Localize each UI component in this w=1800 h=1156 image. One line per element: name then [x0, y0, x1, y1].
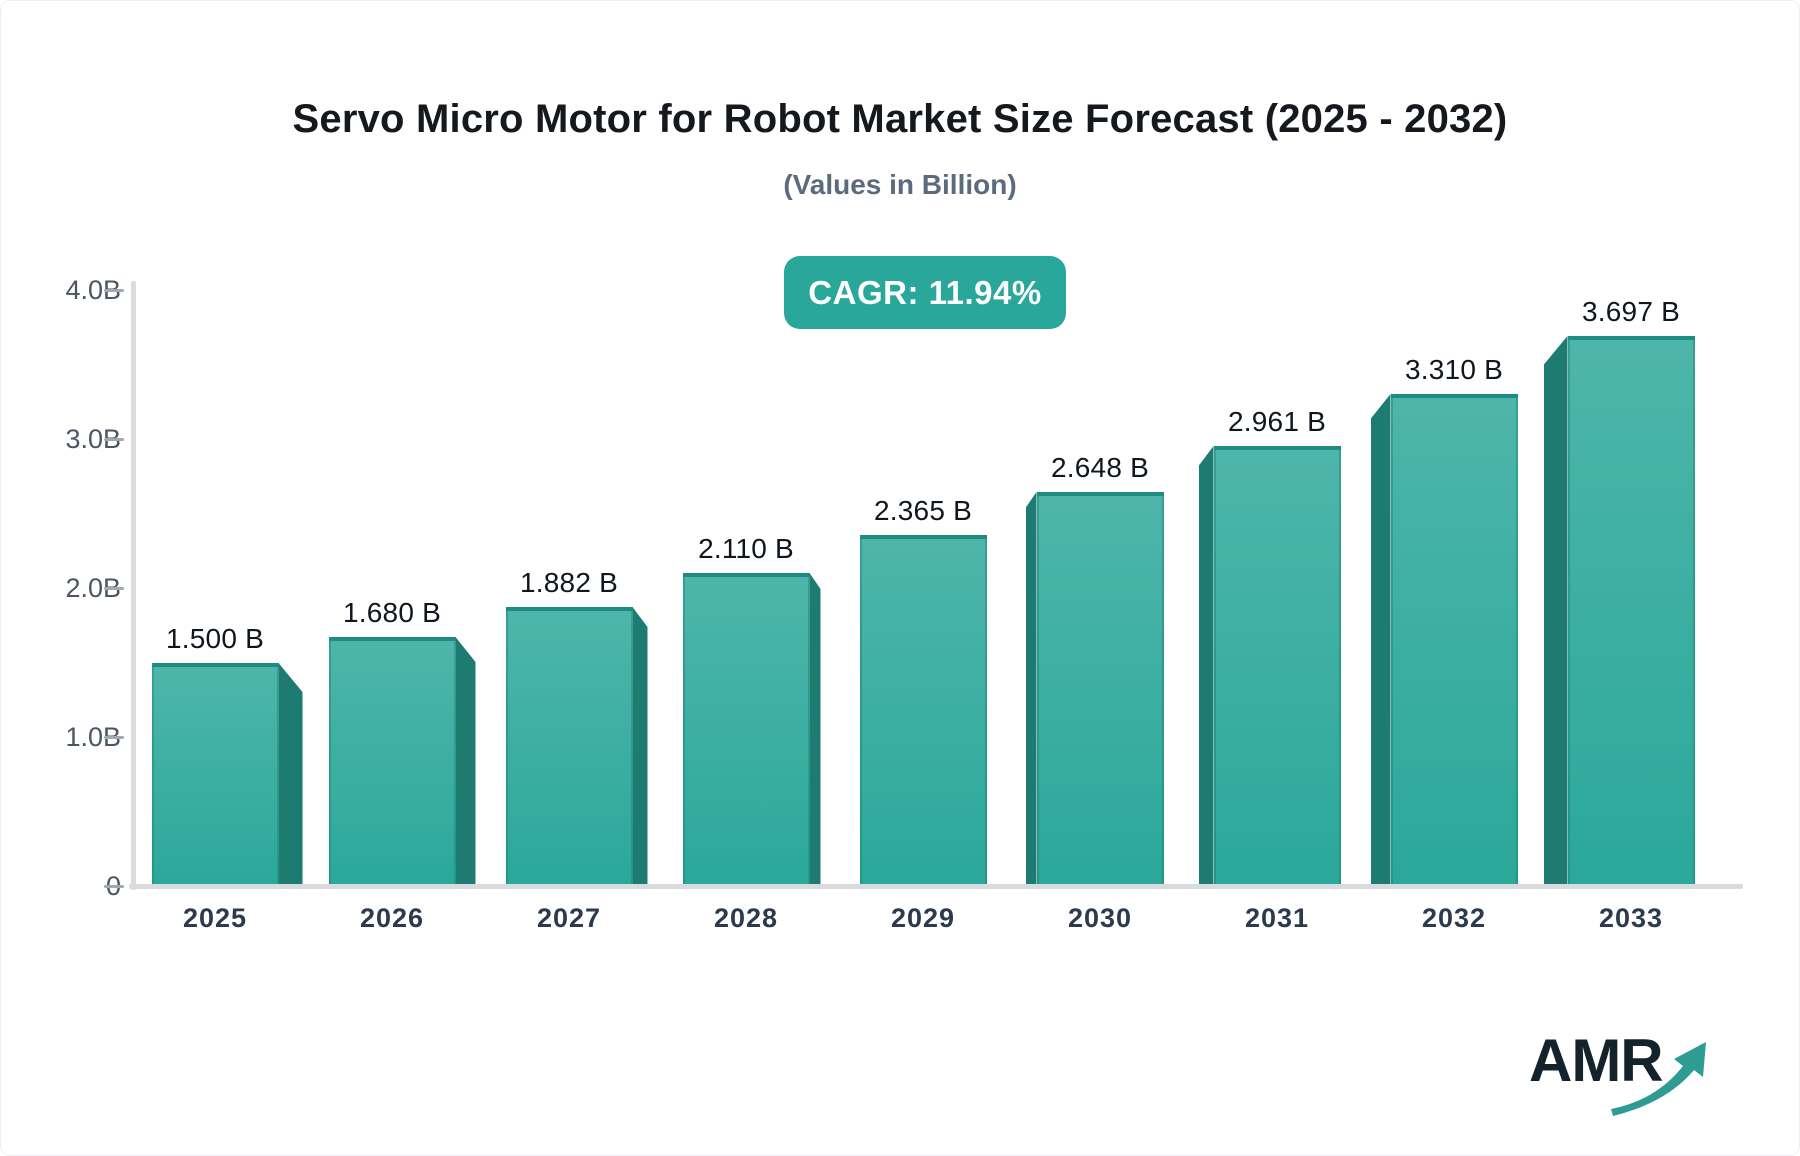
bar-value-label: 1.680 B: [343, 597, 441, 628]
bar-value-label: 3.310 B: [1405, 354, 1503, 385]
bar-2026: 1.680 B 2026: [328, 597, 476, 933]
bar-3d-side: [1025, 492, 1037, 887]
bar-2025: 1.500 B 2025: [151, 623, 303, 933]
bar-face: [682, 573, 810, 887]
x-axis-label: 2025: [182, 903, 248, 933]
cagr-badge: CAGR: 11.94%: [784, 256, 1066, 329]
bar-face: [1390, 394, 1518, 887]
y-tick-mark: [104, 736, 124, 739]
bar-face: [859, 535, 987, 887]
bar-value-label: 3.697 B: [1582, 296, 1680, 327]
x-axis-label: 2026: [359, 903, 425, 933]
growth-arrow-icon: [1611, 1042, 1706, 1116]
bar-3d-side: [632, 607, 648, 887]
bar-3d-side: [278, 663, 303, 887]
bar-2030: 2.648 B 2030: [1025, 452, 1164, 933]
bar-2029: 2.365 B 2029: [859, 495, 987, 933]
x-axis-label: 2030: [1067, 903, 1133, 933]
bar-3d-side: [809, 573, 821, 887]
bar-2032: 3.310 B 2032: [1370, 354, 1518, 933]
x-axis-label: 2029: [890, 903, 956, 933]
bar-face: [1213, 446, 1341, 887]
chart-title: Servo Micro Motor for Robot Market Size …: [292, 97, 1508, 141]
bar-2033: 3.697 B 2033: [1543, 296, 1695, 933]
bar-value-label: 2.365 B: [874, 495, 972, 526]
x-axis-label: 2027: [536, 903, 602, 933]
bar-face: [328, 637, 456, 887]
bar-2031: 2.961 B 2031: [1198, 406, 1341, 933]
amr-logo: AMR: [1529, 1031, 1729, 1121]
bar-value-label: 2.648 B: [1051, 452, 1149, 483]
x-axis-line: [129, 884, 1743, 889]
bar-2027: 1.882 B 2027: [505, 567, 648, 933]
bar-value-label: 1.882 B: [520, 567, 618, 598]
chart-subtitle: (Values in Billion): [783, 169, 1017, 200]
bar-2028: 2.110 B 2028: [682, 533, 821, 933]
bar-face: [1036, 492, 1164, 887]
bar-face: [151, 663, 279, 887]
bar-value-label: 2.961 B: [1228, 406, 1326, 437]
bar-face: [1567, 336, 1695, 887]
y-tick-mark: [104, 289, 124, 292]
x-axis-label: 2031: [1244, 903, 1310, 933]
x-axis-label: 2032: [1421, 903, 1487, 933]
y-axis-line: [131, 281, 136, 890]
y-tick-mark: [104, 438, 124, 441]
bar-3d-side: [1370, 394, 1391, 887]
bar-3d-side: [455, 637, 476, 887]
y-tick-mark: [104, 885, 124, 888]
bar-3d-side: [1198, 446, 1214, 887]
bar-3d-side: [1543, 336, 1568, 887]
x-axis-label: 2028: [713, 903, 779, 933]
y-tick-mark: [104, 587, 124, 590]
x-axis-label: 2033: [1598, 903, 1664, 933]
bar-value-label: 2.110 B: [698, 533, 794, 564]
bar-value-label: 1.500 B: [166, 623, 264, 654]
bar-face: [505, 607, 633, 887]
cagr-badge-label: CAGR: 11.94%: [808, 273, 1042, 311]
amr-logo-text: AMR: [1529, 1027, 1664, 1094]
